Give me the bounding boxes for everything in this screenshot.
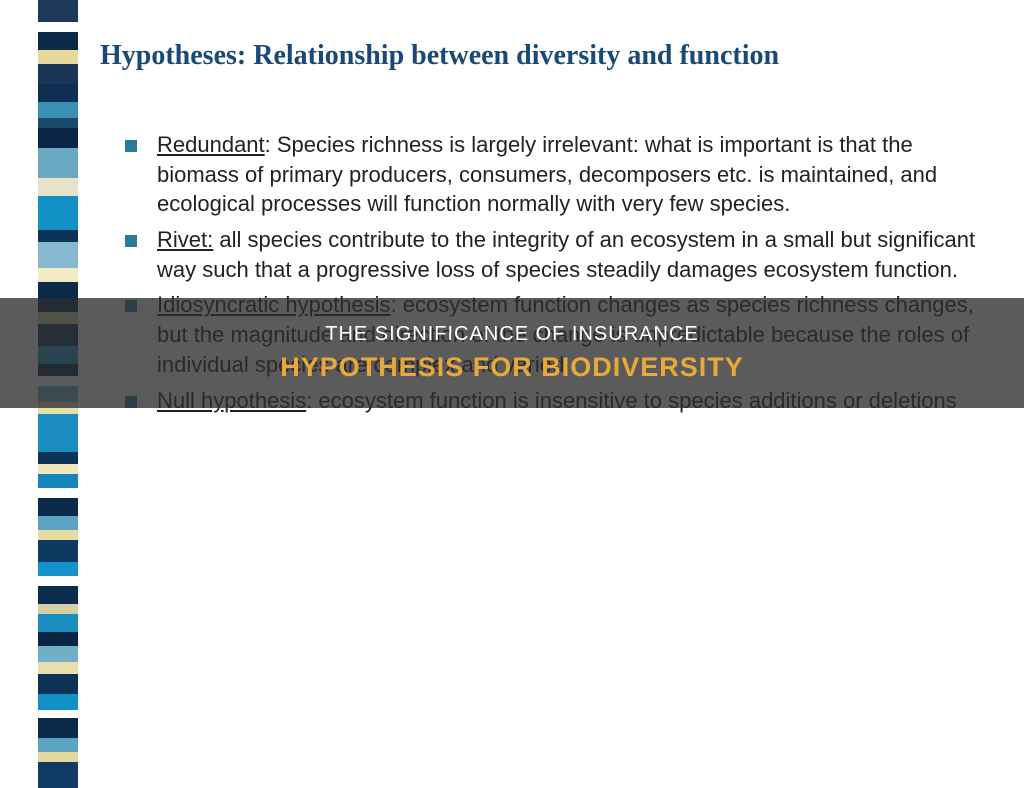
sidebar-stripe	[38, 586, 78, 604]
sidebar-stripe	[38, 474, 78, 488]
sidebar-stripe	[38, 452, 78, 464]
sidebar-stripe	[38, 614, 78, 632]
sidebar-stripe	[38, 148, 78, 178]
sidebar-stripe	[38, 632, 78, 646]
bullet-text: Rivet: all species contribute to the int…	[157, 225, 989, 284]
sidebar-stripe	[38, 268, 78, 282]
sidebar-stripe	[38, 22, 78, 32]
bullet-term: Rivet:	[157, 227, 213, 252]
sidebar-stripe	[38, 674, 78, 694]
sidebar-stripe	[38, 752, 78, 762]
sidebar-stripe	[38, 102, 78, 118]
sidebar-stripe	[38, 738, 78, 752]
bullet-term: Redundant	[157, 132, 265, 157]
sidebar-stripe	[38, 50, 78, 64]
sidebar-stripe	[38, 562, 78, 576]
sidebar-stripe	[38, 530, 78, 540]
sidebar-stripe	[38, 230, 78, 242]
sidebar-stripe	[38, 762, 78, 788]
sidebar-stripe	[38, 646, 78, 662]
sidebar-stripe	[38, 84, 78, 102]
sidebar-stripe	[38, 710, 78, 718]
bullet-item: Redundant: Species richness is largely i…	[125, 130, 989, 219]
bullet-rest: : Species richness is largely irrelevant…	[157, 132, 937, 216]
sidebar-stripe	[38, 0, 78, 22]
sidebar-stripe	[38, 604, 78, 614]
sidebar-stripe	[38, 242, 78, 268]
bullet-marker-icon	[125, 235, 137, 247]
sidebar-stripe	[38, 488, 78, 498]
sidebar-stripe	[38, 694, 78, 710]
overlay-subtitle: THE SIGNIFICANCE OF INSURANCE	[325, 323, 698, 346]
sidebar-stripe	[38, 464, 78, 474]
sidebar-stripe	[38, 128, 78, 148]
sidebar-stripe	[38, 414, 78, 452]
sidebar-stripe	[38, 576, 78, 586]
sidebar-stripe	[38, 64, 78, 84]
sidebar-stripe	[38, 718, 78, 738]
slide-title: Hypotheses: Relationship between diversi…	[100, 40, 779, 72]
overlay-banner: THE SIGNIFICANCE OF INSURANCE HYPOTHESIS…	[0, 298, 1024, 408]
sidebar-stripe	[38, 540, 78, 562]
bullet-item: Rivet: all species contribute to the int…	[125, 225, 989, 284]
sidebar-stripe	[38, 118, 78, 128]
sidebar-stripe	[38, 498, 78, 516]
overlay-title: HYPOTHESIS FOR BIODIVERSITY	[280, 352, 744, 383]
sidebar-stripe	[38, 662, 78, 674]
sidebar-stripe	[38, 516, 78, 530]
bullet-marker-icon	[125, 140, 137, 152]
bullet-text: Redundant: Species richness is largely i…	[157, 130, 989, 219]
bullet-rest: all species contribute to the integrity …	[157, 227, 975, 282]
sidebar-stripe	[38, 178, 78, 196]
sidebar-stripe	[38, 32, 78, 50]
sidebar-stripe	[38, 196, 78, 230]
